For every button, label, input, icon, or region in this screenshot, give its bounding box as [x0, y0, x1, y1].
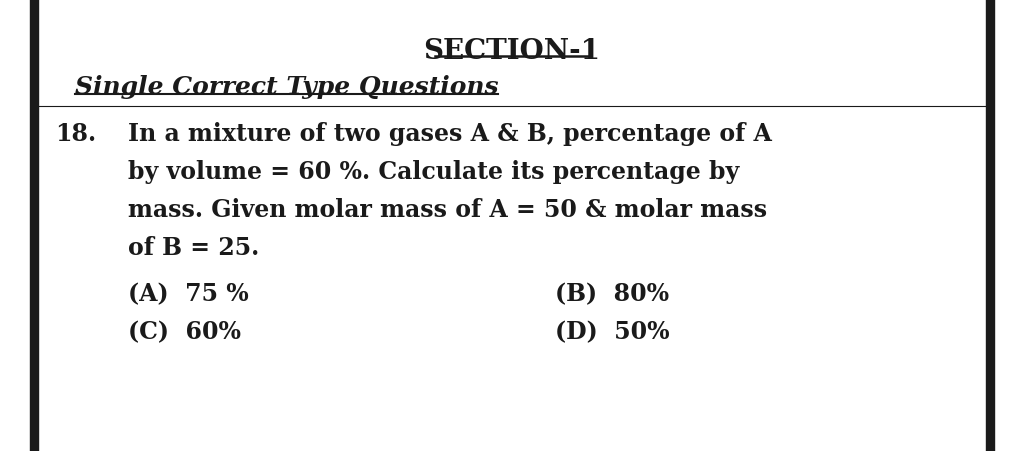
- Text: by volume = 60 %. Calculate its percentage by: by volume = 60 %. Calculate its percenta…: [128, 160, 739, 184]
- Text: SECTION-1: SECTION-1: [424, 38, 600, 65]
- Text: (B)  80%: (B) 80%: [555, 281, 669, 305]
- Text: mass. Given molar mass of A = 50 & molar mass: mass. Given molar mass of A = 50 & molar…: [128, 198, 767, 221]
- Text: of B = 25.: of B = 25.: [128, 235, 259, 259]
- Text: Single Correct Type Questions: Single Correct Type Questions: [75, 75, 499, 99]
- Text: 18.: 18.: [55, 122, 96, 146]
- Text: In a mixture of two gases A & B, percentage of A: In a mixture of two gases A & B, percent…: [128, 122, 772, 146]
- Bar: [986, 0, 994, 451]
- Text: (A)  75 %: (A) 75 %: [128, 281, 249, 305]
- Text: (C)  60%: (C) 60%: [128, 319, 241, 343]
- Text: (D)  50%: (D) 50%: [555, 319, 670, 343]
- Bar: [30, 0, 38, 451]
